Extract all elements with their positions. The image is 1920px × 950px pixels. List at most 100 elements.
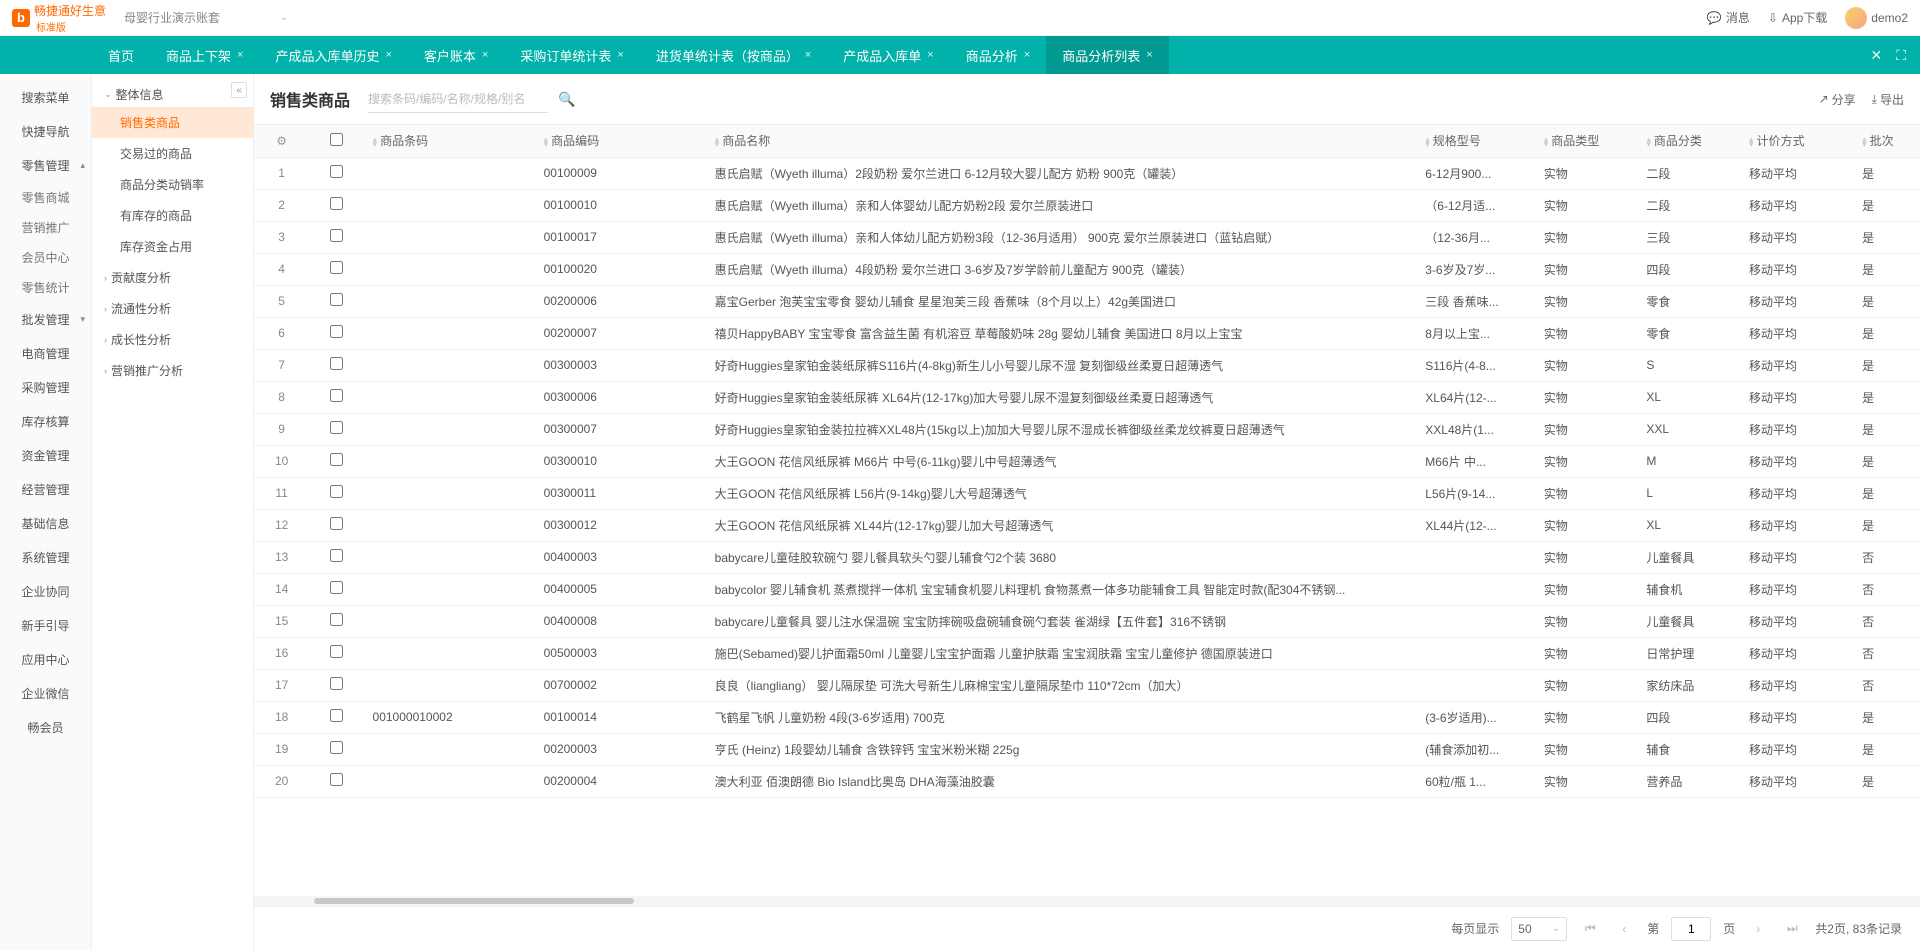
fullscreen-icon[interactable]: ⛶ <box>1896 47 1906 64</box>
tab-close-all-icon[interactable]: ✕ <box>1870 47 1882 64</box>
nav-资金管理[interactable]: 资金管理 <box>0 438 91 472</box>
row-checkbox[interactable] <box>330 549 343 562</box>
table-row[interactable]: 1600500003施巴(Sebamed)婴儿护面霜50ml 儿童婴儿宝宝护面霜… <box>254 637 1920 669</box>
nav-经营管理[interactable]: 经营管理 <box>0 472 91 506</box>
per-page-select[interactable]: 50 ⌄ <box>1511 917 1567 941</box>
horizontal-scrollbar[interactable] <box>254 896 1920 906</box>
share-link[interactable]: ↗ 分享 <box>1819 91 1856 108</box>
table-row[interactable]: 1200300012大王GOON 花信风纸尿裤 XL44片(12-17kg)婴儿… <box>254 509 1920 541</box>
table-row[interactable]: 1900200003亨氏 (Heinz) 1段婴幼儿辅食 含铁锌钙 宝宝米粉米糊… <box>254 733 1920 765</box>
nav-搜索菜单[interactable]: 搜索菜单 <box>0 80 91 114</box>
search-icon[interactable]: 🔍 <box>558 91 575 108</box>
tab-采购订单统计表[interactable]: 采购订单统计表× <box>504 36 639 74</box>
col-header-7[interactable]: ▴▾商品分类 <box>1638 125 1741 157</box>
row-checkbox[interactable] <box>330 293 343 306</box>
nav-零售管理[interactable]: 零售管理 <box>0 148 91 182</box>
table-row[interactable]: 1400400005babycolor 婴儿辅食机 蒸煮搅拌一体机 宝宝辅食机婴… <box>254 573 1920 605</box>
col-header-2[interactable]: ▴▾商品条码 <box>365 125 536 157</box>
nav-畅会员[interactable]: 畅会员 <box>0 710 91 744</box>
tree-item-商品分类动销率[interactable]: 商品分类动销率 <box>92 169 253 200</box>
nav-sub-营销推广[interactable]: 营销推广 <box>0 212 91 242</box>
tab-首页[interactable]: 首页 <box>92 36 150 74</box>
nav-sub-零售商城[interactable]: 零售商城 <box>0 182 91 212</box>
row-checkbox[interactable] <box>330 677 343 690</box>
user-menu[interactable]: demo2 <box>1845 7 1908 29</box>
close-icon[interactable]: × <box>1146 49 1152 61</box>
close-icon[interactable]: × <box>237 49 243 61</box>
tab-产成品入库单[interactable]: 产成品入库单× <box>827 36 949 74</box>
row-checkbox[interactable] <box>330 197 343 210</box>
tab-客户账本[interactable]: 客户账本× <box>408 36 504 74</box>
tab-产成品入库单历史[interactable]: 产成品入库单历史× <box>259 36 407 74</box>
tree-group-贡献度分析[interactable]: ›贡献度分析 <box>92 262 253 293</box>
table-row[interactable]: 200100010惠氏启赋（Wyeth illuma）亲和人体婴幼儿配方奶粉2段… <box>254 189 1920 221</box>
tree-item-库存资金占用[interactable]: 库存资金占用 <box>92 231 253 262</box>
nav-企业协同[interactable]: 企业协同 <box>0 574 91 608</box>
close-icon[interactable]: × <box>1024 49 1030 61</box>
logo[interactable]: b 畅捷通好生意 标准版 <box>12 2 106 34</box>
nav-sub-零售统计[interactable]: 零售统计 <box>0 272 91 302</box>
row-checkbox[interactable] <box>330 229 343 242</box>
row-checkbox[interactable] <box>330 613 343 626</box>
table-row[interactable]: 600200007禧贝HappyBABY 宝宝零食 富含益生菌 有机溶豆 草莓酸… <box>254 317 1920 349</box>
export-link[interactable]: ⤓ 导出 <box>1872 91 1904 108</box>
nav-电商管理[interactable]: 电商管理 <box>0 336 91 370</box>
row-checkbox[interactable] <box>330 389 343 402</box>
row-checkbox[interactable] <box>330 517 343 530</box>
row-checkbox[interactable] <box>330 357 343 370</box>
col-header-9[interactable]: ▴▾批次 <box>1854 125 1920 157</box>
tab-商品分析[interactable]: 商品分析× <box>950 36 1046 74</box>
prev-page-button[interactable]: ‹ <box>1613 918 1635 940</box>
row-checkbox[interactable] <box>330 709 343 722</box>
nav-基础信息[interactable]: 基础信息 <box>0 506 91 540</box>
tree-group-成长性分析[interactable]: ›成长性分析 <box>92 324 253 355</box>
gear-icon[interactable]: ⚙ <box>276 134 287 148</box>
table-row[interactable]: 2000200004澳大利亚 佰澳朗德 Bio Island比奥岛 DHA海藻油… <box>254 765 1920 797</box>
tree-item-销售类商品[interactable]: 销售类商品 <box>92 107 253 138</box>
col-header-5[interactable]: ▴▾规格型号 <box>1417 125 1535 157</box>
row-checkbox[interactable] <box>330 261 343 274</box>
nav-快捷导航[interactable]: 快捷导航 <box>0 114 91 148</box>
nav-sub-会员中心[interactable]: 会员中心 <box>0 242 91 272</box>
row-checkbox[interactable] <box>330 645 343 658</box>
table-row[interactable]: 300100017惠氏启赋（Wyeth illuma）亲和人体幼儿配方奶粉3段（… <box>254 221 1920 253</box>
tree-group-流通性分析[interactable]: ›流通性分析 <box>92 293 253 324</box>
close-icon[interactable]: × <box>482 49 488 61</box>
collapse-panel-icon[interactable]: « <box>231 82 247 98</box>
table-row[interactable]: 1500400008babycare儿童餐具 婴儿注水保温碗 宝宝防摔碗吸盘碗辅… <box>254 605 1920 637</box>
table-row[interactable]: 1700700002良良（liangliang） 婴儿隔尿垫 可洗大号新生儿麻棉… <box>254 669 1920 701</box>
row-checkbox[interactable] <box>330 581 343 594</box>
close-icon[interactable]: × <box>927 49 933 61</box>
close-icon[interactable]: × <box>385 49 391 61</box>
row-checkbox[interactable] <box>330 453 343 466</box>
row-checkbox[interactable] <box>330 485 343 498</box>
tab-商品分析列表[interactable]: 商品分析列表× <box>1046 36 1168 74</box>
table-row[interactable]: 500200006嘉宝Gerber 泡芙宝宝零食 婴幼儿辅食 星星泡芙三段 香蕉… <box>254 285 1920 317</box>
last-page-button[interactable]: ⏭ <box>1781 918 1803 940</box>
col-header-8[interactable]: ▴▾计价方式 <box>1741 125 1854 157</box>
search-input[interactable] <box>368 85 548 113</box>
select-all-checkbox[interactable] <box>330 133 343 146</box>
tree-head[interactable]: ⌄ 整体信息 <box>92 82 253 107</box>
tree-group-营销推广分析[interactable]: ›营销推广分析 <box>92 355 253 386</box>
table-row[interactable]: 700300003好奇Huggies皇家铂金装纸尿裤S116片(4-8kg)新生… <box>254 349 1920 381</box>
next-page-button[interactable]: › <box>1747 918 1769 940</box>
col-header-6[interactable]: ▴▾商品类型 <box>1536 125 1639 157</box>
table-row[interactable]: 800300006好奇Huggies皇家铂金装纸尿裤 XL64片(12-17kg… <box>254 381 1920 413</box>
row-checkbox[interactable] <box>330 773 343 786</box>
page-input[interactable] <box>1671 917 1711 941</box>
close-icon[interactable]: × <box>805 49 811 61</box>
table-row[interactable]: 400100020惠氏启赋（Wyeth illuma）4段奶粉 爱尔兰进口 3-… <box>254 253 1920 285</box>
nav-库存核算[interactable]: 库存核算 <box>0 404 91 438</box>
nav-批发管理[interactable]: 批发管理 <box>0 302 91 336</box>
nav-新手引导[interactable]: 新手引导 <box>0 608 91 642</box>
nav-系统管理[interactable]: 系统管理 <box>0 540 91 574</box>
nav-企业微信[interactable]: 企业微信 <box>0 676 91 710</box>
col-header-4[interactable]: ▴▾商品名称 <box>707 125 1418 157</box>
close-icon[interactable]: × <box>617 49 623 61</box>
tab-商品上下架[interactable]: 商品上下架× <box>150 36 259 74</box>
app-download-link[interactable]: ⇩ App下载 <box>1768 9 1827 26</box>
tree-item-有库存的商品[interactable]: 有库存的商品 <box>92 200 253 231</box>
col-header-3[interactable]: ▴▾商品编码 <box>536 125 707 157</box>
table-row[interactable]: 1300400003babycare儿童硅胶软碗勺 婴儿餐具软头勺婴儿辅食勺2个… <box>254 541 1920 573</box>
